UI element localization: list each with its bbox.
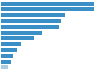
Bar [1,59,11,64]
Bar [1,54,12,58]
Bar [1,13,65,17]
Bar [1,1,94,6]
Bar [1,7,94,12]
Bar [1,42,21,46]
Bar [1,25,59,29]
Bar [1,19,61,23]
Bar [1,65,8,70]
Bar [1,31,42,35]
Bar [1,36,34,40]
Bar [1,48,17,52]
